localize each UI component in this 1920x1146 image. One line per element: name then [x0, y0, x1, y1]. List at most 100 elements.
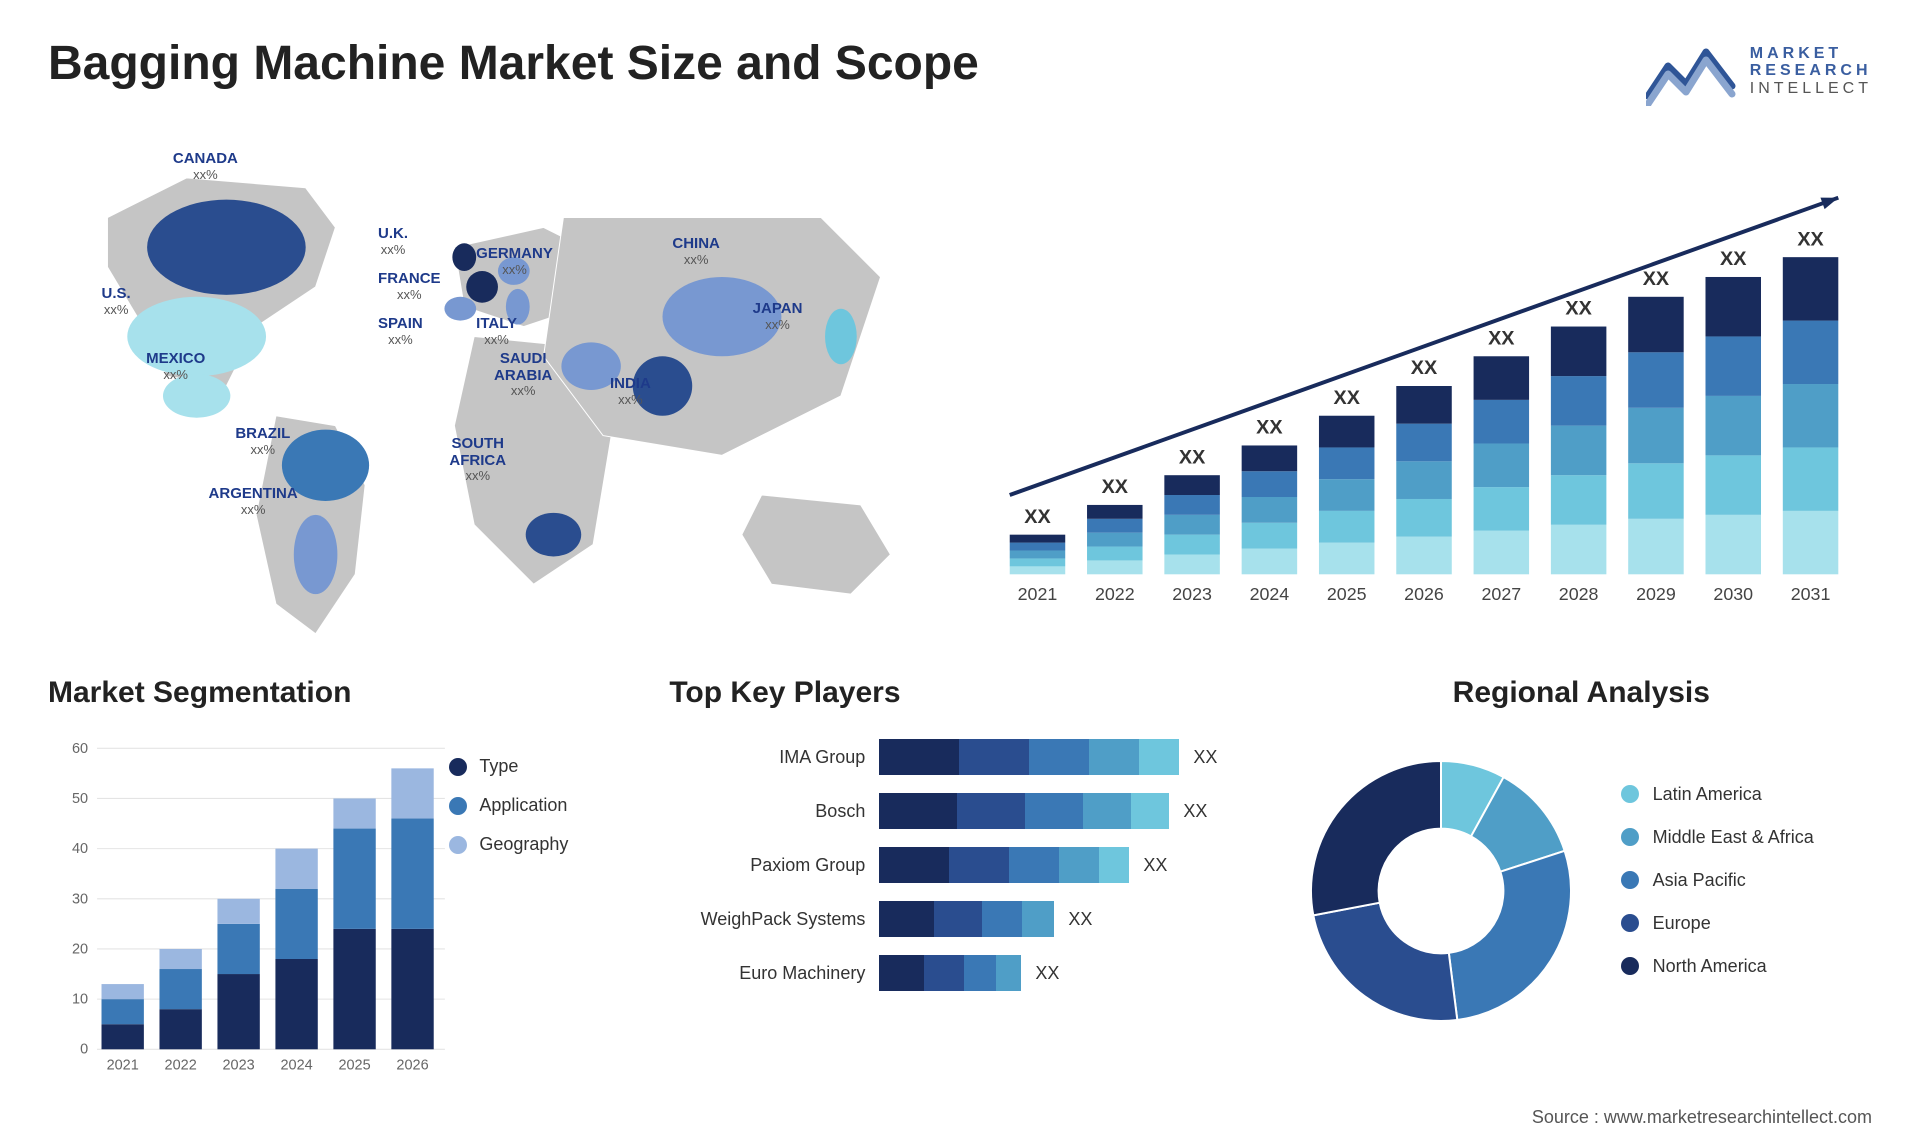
map-label: CHINAxx% [672, 236, 720, 267]
key-player-bar-segment [879, 955, 924, 991]
segmentation-legend-item: Geography [449, 834, 629, 855]
regional-title: Regional Analysis [1291, 676, 1872, 710]
swatch-icon [449, 758, 467, 776]
map-label: GERMANYxx% [476, 246, 553, 277]
regional-legend-item: Asia Pacific [1621, 870, 1872, 891]
map-label: SOUTHAFRICAxx% [449, 436, 506, 483]
map-label: JAPANxx% [753, 301, 803, 332]
forecast-bar-year: 2023 [1172, 584, 1212, 604]
donut-slice [1313, 903, 1457, 1021]
logo-text: MARKET RESEARCH INTELLECT [1750, 45, 1872, 98]
map-label: ARGENTINAxx% [209, 486, 298, 517]
forecast-bar-year: 2029 [1636, 584, 1676, 604]
svg-text:50: 50 [72, 791, 88, 807]
logo-icon [1646, 36, 1736, 106]
forecast-bar-top-label: XX [1720, 248, 1747, 270]
map-label: MEXICOxx% [146, 351, 205, 382]
key-player-bar-segment [1009, 847, 1059, 883]
regional-legend: Latin AmericaMiddle East & AfricaAsia Pa… [1591, 784, 1872, 999]
segmentation-chart: 0102030405060202120222023202420252026 [48, 726, 449, 1083]
forecast-bar-year: 2024 [1250, 584, 1290, 604]
key-player-bar-segment [1099, 847, 1129, 883]
forecast-bar-top-label: XX [1333, 387, 1360, 409]
map-label: INDIAxx% [610, 376, 651, 407]
key-players-title: Top Key Players [669, 676, 1250, 710]
svg-text:20: 20 [72, 941, 88, 957]
forecast-bar-year: 2031 [1791, 584, 1831, 604]
trend-arrow-icon [1820, 198, 1838, 210]
key-player-row: WeighPack Systems XX [669, 898, 1250, 940]
forecast-bar-top-label: XX [1256, 417, 1283, 439]
svg-text:2022: 2022 [165, 1057, 197, 1073]
forecast-bar-year: 2028 [1559, 584, 1599, 604]
svg-text:2021: 2021 [107, 1057, 139, 1073]
forecast-bar-top-label: XX [1565, 298, 1592, 320]
svg-text:10: 10 [72, 992, 88, 1008]
key-player-bar-segment [879, 793, 957, 829]
key-players-panel: Top Key Players IMA GroupXX BoschXX Paxiom… [669, 676, 1250, 1056]
donut-slice [1311, 761, 1441, 915]
regional-donut [1291, 741, 1591, 1041]
regional-panel: Regional Analysis Latin AmericaMiddle Ea… [1291, 676, 1872, 1056]
map-label: U.S.xx% [102, 286, 131, 317]
svg-text:2023: 2023 [223, 1057, 255, 1073]
segmentation-panel: Market Segmentation 01020304050602021202… [48, 676, 629, 1056]
forecast-bar-year: 2026 [1404, 584, 1444, 604]
key-player-value: XX [1143, 855, 1167, 876]
key-player-value: XX [1068, 909, 1092, 930]
svg-text:60: 60 [72, 741, 88, 757]
key-player-bar-segment [964, 955, 996, 991]
forecast-bar-top-label: XX [1797, 228, 1824, 250]
forecast-bar-top-label: XX [1179, 446, 1206, 468]
key-player-bar-segment [982, 901, 1022, 937]
segmentation-title: Market Segmentation [48, 676, 629, 710]
map-label: CANADAxx% [173, 151, 238, 182]
key-players-chart: IMA GroupXX BoschXX Paxiom GroupXX WeighPac… [669, 726, 1250, 1056]
swatch-icon [1621, 828, 1639, 846]
map-label: SPAINxx% [378, 316, 423, 347]
map-label: U.K.xx% [378, 226, 408, 257]
key-player-bar-segment [1059, 847, 1099, 883]
key-player-bar-segment [1131, 793, 1169, 829]
key-player-row: Paxiom GroupXX [669, 844, 1250, 886]
key-player-bar-segment [1139, 739, 1179, 775]
map-label: SAUDIARABIAxx% [494, 351, 552, 398]
regional-legend-item: Middle East & Africa [1621, 827, 1872, 848]
swatch-icon [449, 836, 467, 854]
key-player-bar-segment [934, 901, 982, 937]
donut-slice [1448, 851, 1570, 1020]
logo: MARKET RESEARCH INTELLECT [1646, 36, 1872, 106]
key-player-value: XX [1035, 963, 1059, 984]
key-player-bar-segment [924, 955, 964, 991]
key-player-bar-segment [959, 739, 1029, 775]
swatch-icon [1621, 871, 1639, 889]
forecast-bar-top-label: XX [1643, 268, 1670, 290]
forecast-bar-chart: XX2021XX2022XX2023XX2024XX2025XX2026XX20… [980, 136, 1872, 636]
key-player-bar-segment [957, 793, 1025, 829]
key-player-name: WeighPack Systems [669, 909, 879, 930]
segmentation-legend-item: Application [449, 795, 629, 816]
forecast-bar-year: 2030 [1713, 584, 1753, 604]
key-player-bar-segment [1022, 901, 1054, 937]
svg-text:0: 0 [80, 1042, 88, 1058]
page-title: Bagging Machine Market Size and Scope [48, 36, 979, 91]
segmentation-legend: TypeApplicationGeography [449, 726, 629, 1083]
forecast-bar-svg: XX2021XX2022XX2023XX2024XX2025XX2026XX20… [980, 136, 1872, 636]
svg-text:40: 40 [72, 841, 88, 857]
svg-text:2025: 2025 [338, 1057, 370, 1073]
forecast-bar-top-label: XX [1411, 357, 1438, 379]
key-player-row: Euro MachineryXX [669, 952, 1250, 994]
key-player-bar-segment [1025, 793, 1083, 829]
forecast-bar-top-label: XX [1024, 506, 1051, 528]
world-map: CANADAxx%U.S.xx%MEXICOxx%BRAZILxx%ARGENT… [48, 136, 940, 636]
forecast-bar-year: 2027 [1481, 584, 1521, 604]
key-player-row: IMA GroupXX [669, 736, 1250, 778]
forecast-bar-year: 2025 [1327, 584, 1367, 604]
forecast-bar-top-label: XX [1102, 476, 1129, 498]
key-player-row: BoschXX [669, 790, 1250, 832]
forecast-bar-year: 2021 [1018, 584, 1058, 604]
forecast-bar-top-label: XX [1488, 327, 1515, 349]
source-label: Source : www.marketresearchintellect.com [1532, 1107, 1872, 1128]
svg-text:30: 30 [72, 891, 88, 907]
key-player-bar-segment [949, 847, 1009, 883]
